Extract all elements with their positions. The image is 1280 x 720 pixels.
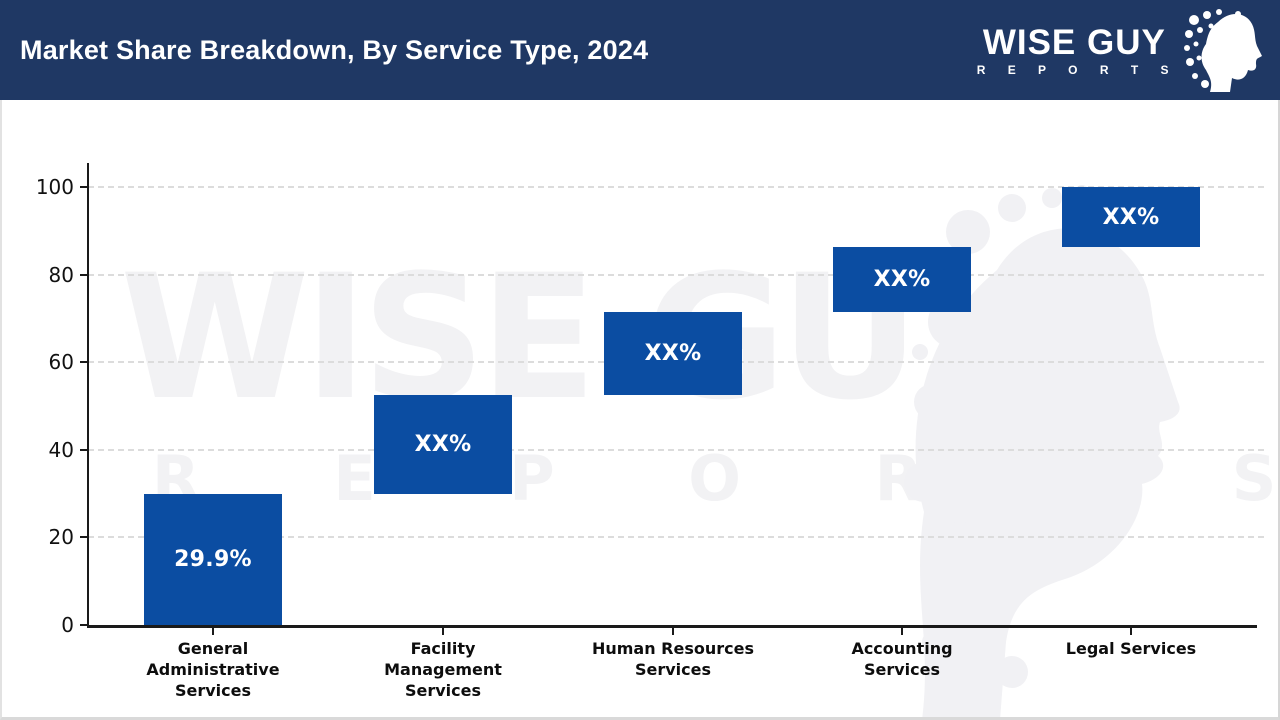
y-tick-80 [80,273,87,276]
y-tick-label-80: 80 [48,262,74,287]
y-tick-label-100: 100 [35,175,74,199]
x-tick-2 [672,628,674,635]
x-tick-0 [212,628,214,635]
x-axis-line [87,625,1257,628]
category-label-1: Facility Management Services [327,638,559,701]
y-tick-40 [80,448,87,451]
category-label-line: Management [384,660,502,679]
header-bar: Market Share Breakdown, By Service Type,… [0,0,1280,100]
y-tick-0 [80,624,87,626]
category-label-line: Administrative [146,660,280,679]
logo-wordmark: WISE GUY [982,22,1166,62]
waterfall-bar-0: 29.9% [144,494,282,625]
x-tick-3 [901,628,903,635]
gridline-40 [88,448,1264,451]
y-tick-60 [80,361,87,364]
bar-value-label-0: 29.9% [174,547,252,572]
y-tick-label-20: 20 [48,525,74,550]
gridline-20 [88,536,1264,539]
y-tick-100 [80,186,87,188]
category-label-0: General Administrative Services [97,638,329,701]
bar-value-label-1: XX% [414,432,472,458]
y-axis-line [87,163,89,628]
logo-text-block: WISE GUY R E P O R T S [971,25,1178,76]
gridline-100 [88,186,1264,188]
category-label-line: Accounting [851,639,953,658]
chart-canvas: WISE GUY R E P O R T S 0 20 40 60 80 100 29.9%… [0,100,1280,720]
waterfall-bar-1: XX% [374,395,512,495]
category-label-2: Human Resources Services [557,638,789,680]
category-label-line: Legal Services [1065,639,1197,658]
x-tick-1 [442,628,444,635]
gridline-80 [88,273,1264,276]
y-tick-label-40: 40 [48,437,74,462]
category-label-line: Services [404,681,482,700]
category-label-line: Services [174,681,252,700]
category-label-4: Legal Services [1015,638,1247,659]
y-tick-20 [80,536,87,539]
category-label-line: General [177,639,249,658]
y-tick-label-60: 60 [48,350,74,375]
bar-value-label-3: XX% [873,267,931,293]
waterfall-bar-2: XX% [604,311,742,396]
category-label-line: Facility [410,639,476,658]
waterfall-bar-4: XX% [1062,187,1200,248]
bar-value-label-2: XX% [644,340,702,366]
logo-subtext: R E P O R T S [976,62,1178,77]
category-label-line: Services [634,660,712,679]
bar-value-label-4: XX% [1102,204,1160,230]
x-tick-4 [1130,628,1132,635]
category-label-line: Services [863,660,941,679]
category-label-3: Accounting Services [786,638,1018,680]
brand-logo: WISE GUY R E P O R T S [971,6,1266,94]
waterfall-bar-3: XX% [833,247,971,312]
page-title: Market Share Breakdown, By Service Type,… [20,34,649,65]
category-label-line: Human Resources [591,639,755,658]
logo-head-icon [1184,9,1262,92]
y-tick-label-0: 0 [61,613,74,637]
